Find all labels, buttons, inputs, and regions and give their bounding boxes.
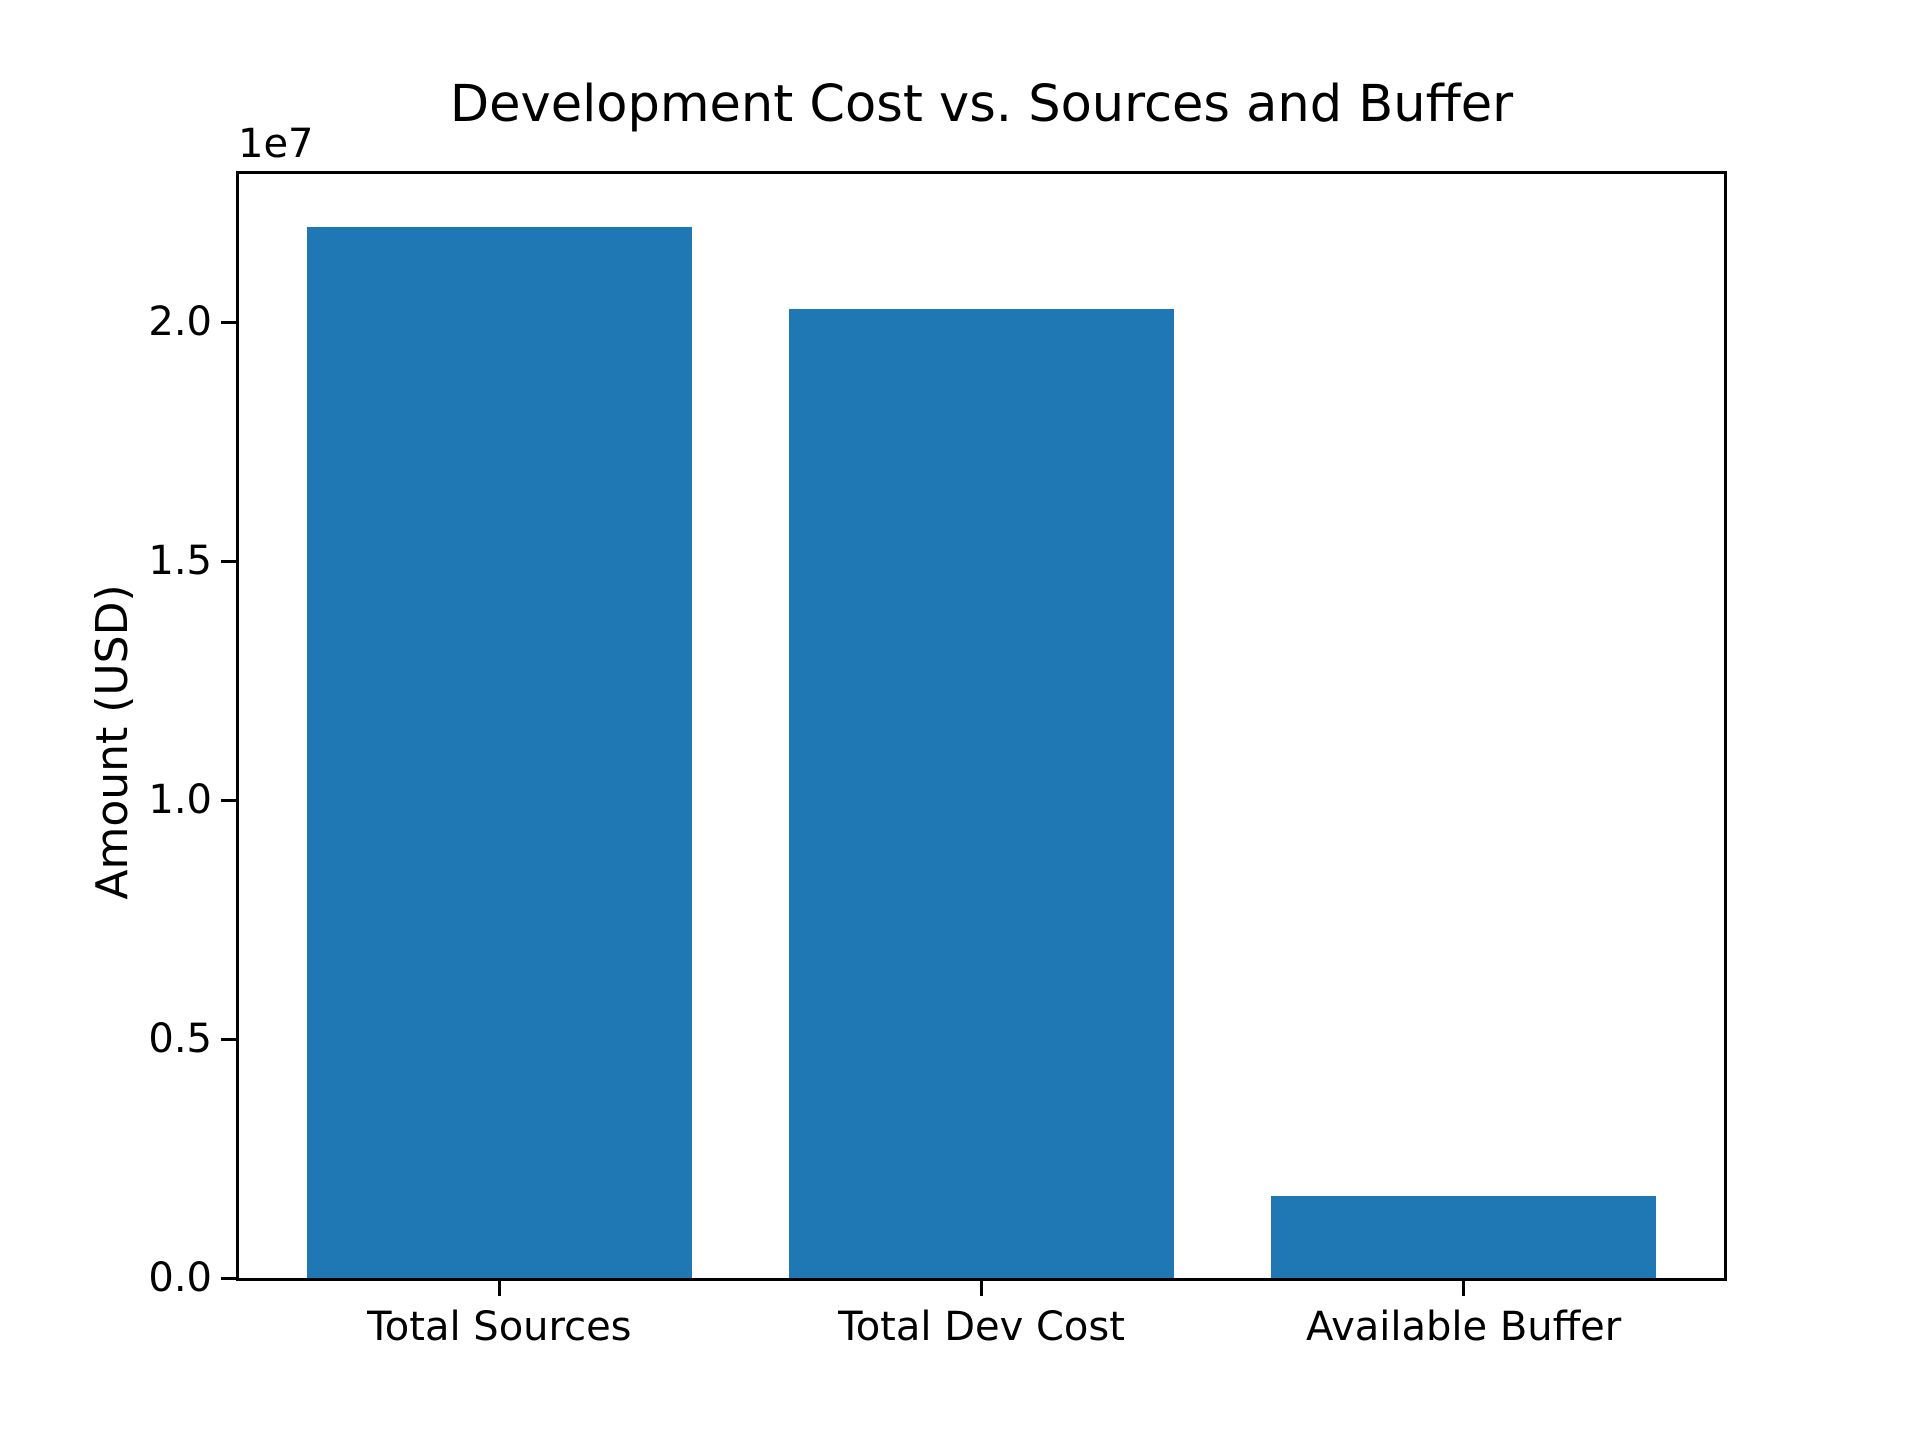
y-tick-label: 0.0	[148, 1255, 212, 1301]
plot-area: 0.0 0.5 1.0 1.5 2.0 Total Sources Total Dev Co…	[148, 171, 1727, 1349]
x-tick-mark	[980, 1281, 983, 1296]
bar-total-sources	[306, 226, 693, 1278]
y-tick-mark	[221, 559, 236, 563]
x-tick-label-total-sources: Total Sources	[367, 1304, 632, 1350]
y-tick-mark	[221, 320, 236, 324]
y-tick-label: 2.0	[148, 299, 212, 346]
x-tick-label-total-dev-cost: Total Dev Cost	[838, 1304, 1125, 1350]
y-axis-offset-label: 1e7	[238, 121, 314, 167]
x-tick-mark	[497, 1281, 501, 1296]
y-tick-mark	[221, 1276, 236, 1280]
y-tick-mark	[221, 798, 236, 802]
x-tick-mark	[1462, 1281, 1466, 1296]
bar-available-buffer	[1270, 1195, 1657, 1278]
y-tick-label: 1.0	[148, 777, 212, 824]
chart-title: Development Cost vs. Sources and Buffer	[449, 75, 1514, 134]
y-tick-label: 0.5	[148, 1016, 212, 1063]
y-axis-label: Amount (USD)	[87, 584, 138, 900]
x-tick-label-available-buffer: Available Buffer	[1306, 1304, 1622, 1350]
y-tick-label: 1.5	[148, 538, 212, 585]
bar-total-dev-cost	[788, 308, 1175, 1278]
y-tick-mark	[221, 1037, 236, 1041]
